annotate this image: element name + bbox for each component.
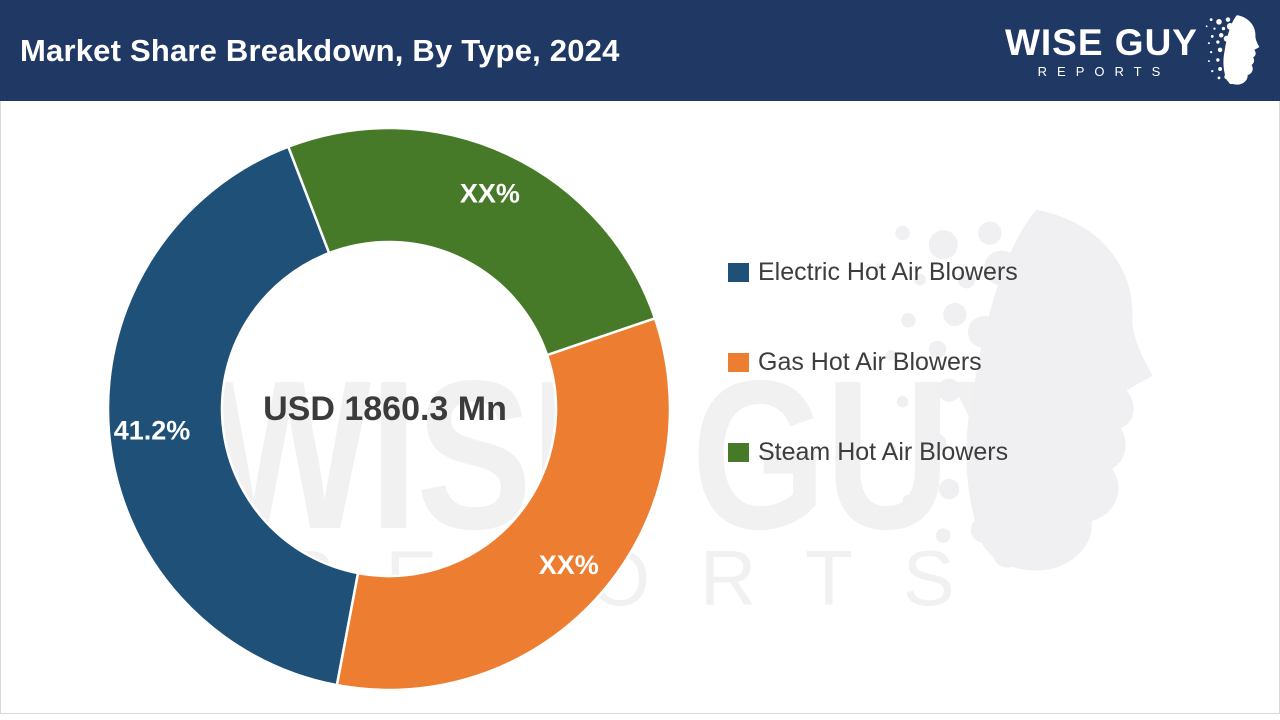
legend-label: Steam Hot Air Blowers [758, 437, 1009, 466]
donut-slice-gas-hot-air-blowers[interactable] [335, 317, 672, 692]
wiseguy-face-icon [1205, 14, 1260, 85]
legend-item-gas-hot-air-blowers[interactable]: Gas Hot Air Blowers [728, 345, 1018, 379]
legend-swatch-steam-hot-air-blowers [728, 442, 749, 462]
legend-swatch-electric-hot-air-blowers [728, 262, 749, 282]
slice-value-label-gas-hot-air-blowers: XX% [539, 550, 599, 580]
center-total-label: USD 1860.3 Mn [263, 390, 507, 428]
logo-subtext: REPORTS [1037, 63, 1171, 79]
legend-label: Gas Hot Air Blowers [758, 347, 982, 376]
donut-chart: 41.2% XX% XX% USD 1860.3 Mn [106, 126, 672, 692]
logo-wordmark: WISE GUY [1004, 21, 1198, 63]
chart-legend: Electric Hot Air Blowers Gas Hot Air Blow… [728, 255, 1018, 525]
legend-label: Electric Hot Air Blowers [758, 257, 1018, 286]
donut-slice-electric-hot-air-blowers[interactable] [106, 145, 360, 687]
slice-value-label-steam-hot-air-blowers: XX% [460, 178, 520, 208]
page-title: Market Share Breakdown, By Type, 2024 [20, 32, 620, 68]
donut-slice-steam-hot-air-blowers[interactable] [287, 126, 657, 357]
header: Market Share Breakdown, By Type, 2024 WI… [0, 0, 1280, 101]
slice-value-label-electric-hot-air-blowers: 41.2% [114, 415, 191, 445]
legend-swatch-gas-hot-air-blowers [728, 352, 749, 372]
wiseguy-logo: WISE GUY REPORTS [1005, 14, 1264, 88]
legend-item-electric-hot-air-blowers[interactable]: Electric Hot Air Blowers [728, 255, 1018, 289]
legend-item-steam-hot-air-blowers[interactable]: Steam Hot Air Blowers [728, 435, 1018, 469]
